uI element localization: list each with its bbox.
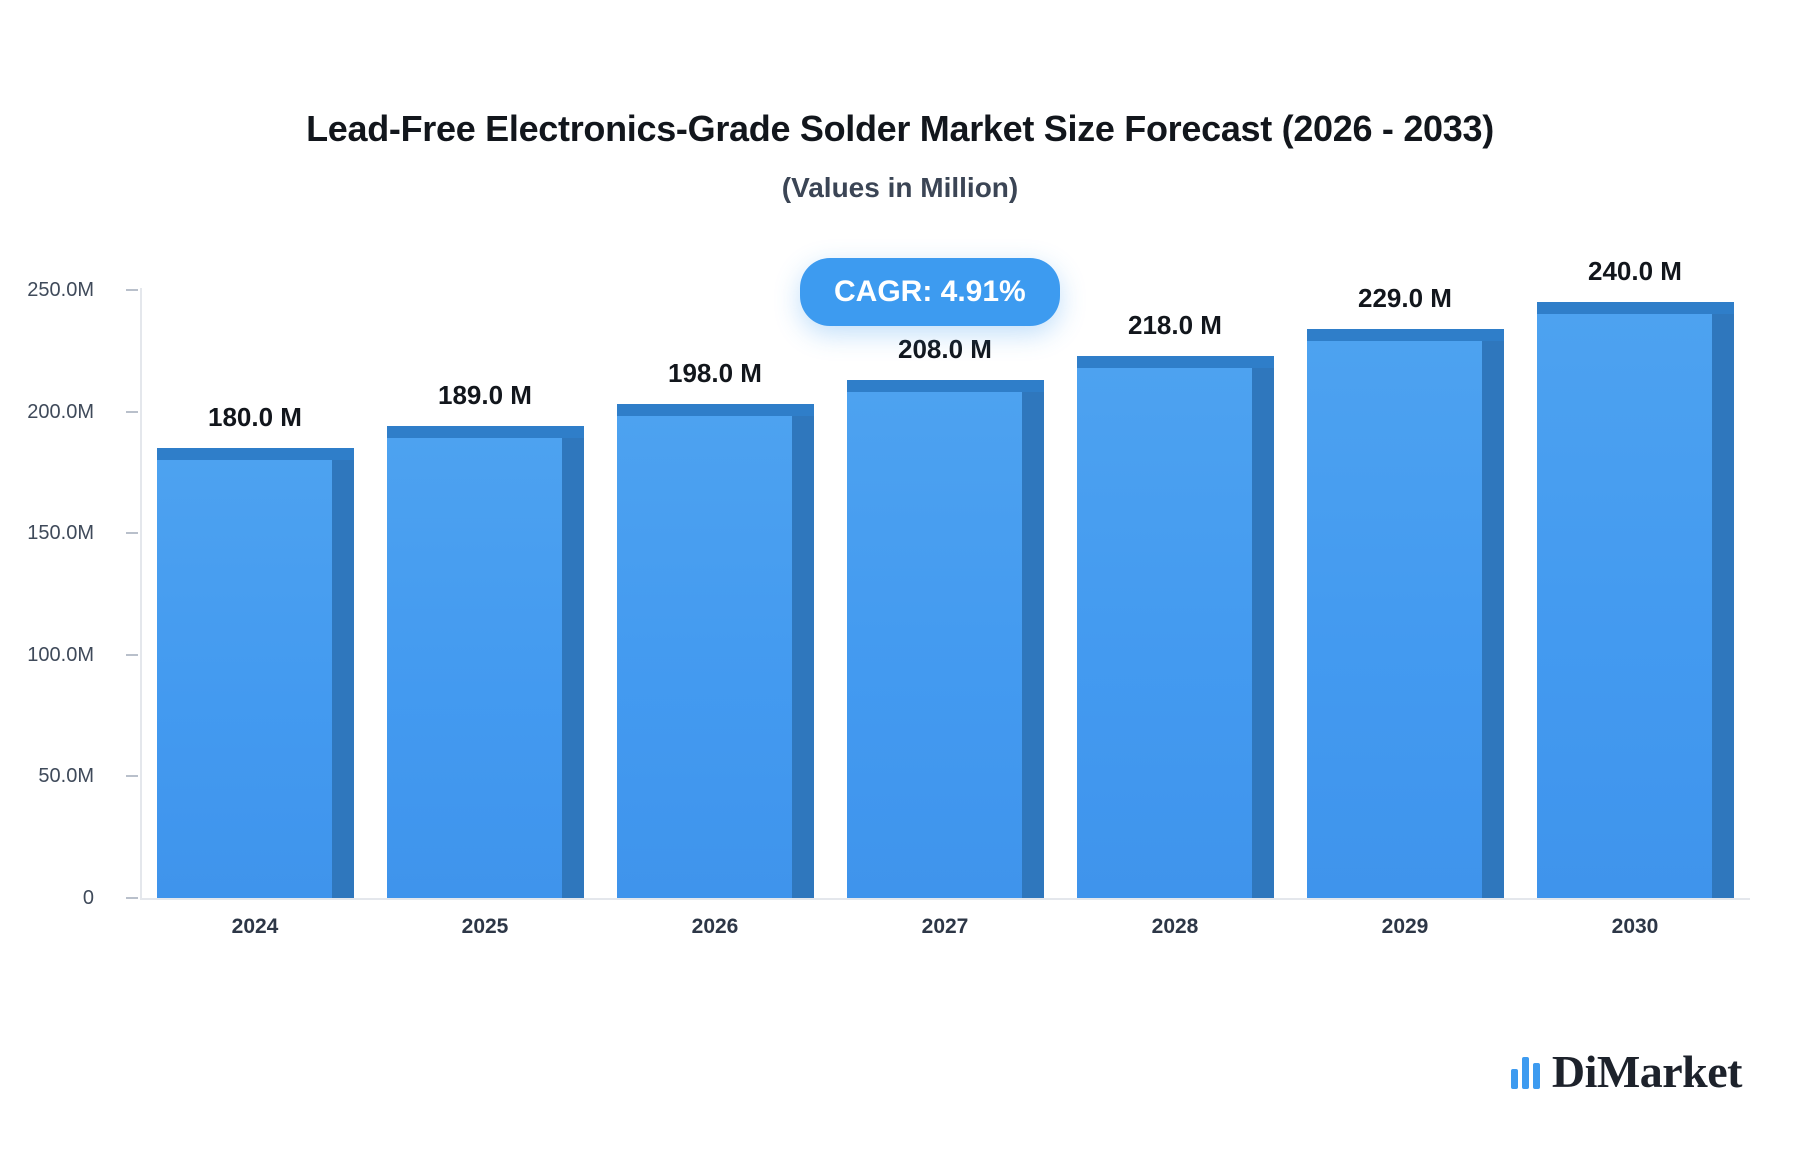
bar-side-face: [791, 416, 814, 898]
y-tick-mark: [126, 532, 138, 535]
bar-value-label: 198.0 M: [668, 358, 762, 389]
x-tick-label: 2024: [231, 915, 279, 938]
bar-top-face: [616, 404, 814, 417]
y-tick-mark: [126, 653, 138, 656]
bar-side-face: [331, 460, 354, 898]
logo-text: DiMarket: [1551, 1046, 1743, 1097]
bar-chart-icon: [1510, 1055, 1540, 1089]
chart-subtitle: (Values in Million): [781, 172, 1019, 203]
y-tick-label: 100.0M: [27, 643, 94, 666]
x-tick-label: 2027: [921, 915, 969, 938]
bar-front-face: [386, 438, 562, 898]
bar[interactable]: [1076, 355, 1274, 898]
bar-front-face: [1306, 341, 1482, 898]
bar-top-face: [846, 380, 1044, 393]
bar-top-face: [386, 426, 584, 439]
bar[interactable]: [616, 404, 814, 898]
bar-value-label: 229.0 M: [1358, 283, 1452, 314]
dimarket-logo: DiMarket: [1510, 1045, 1743, 1098]
chart-title: Lead-Free Electronics-Grade Solder Marke…: [306, 108, 1494, 149]
bar[interactable]: [156, 448, 354, 898]
bar-value-label: 180.0 M: [208, 402, 302, 433]
bar-front-face: [156, 460, 332, 898]
y-tick-mark: [126, 775, 138, 778]
y-tick-label: 200.0M: [27, 400, 94, 423]
bar-side-face: [1251, 367, 1274, 898]
bar[interactable]: [1306, 329, 1504, 898]
y-tick-label: 150.0M: [27, 522, 94, 545]
bar-top-face: [156, 448, 354, 461]
bar-side-face: [1021, 392, 1044, 898]
bar-top-face: [1536, 302, 1734, 315]
bar[interactable]: [386, 426, 584, 898]
x-tick-label: 2030: [1611, 915, 1659, 938]
y-tick-mark: [126, 289, 138, 291]
bar-value-label: 218.0 M: [1128, 309, 1222, 340]
bar-side-face: [561, 438, 584, 898]
bar-front-face: [1076, 367, 1252, 898]
y-tick-label: 50.0M: [38, 765, 94, 788]
bar-side-face: [1481, 341, 1504, 898]
bar-top-face: [1306, 329, 1504, 342]
y-tick-mark: [126, 897, 138, 899]
bar-side-face: [1711, 314, 1734, 898]
cagr-badge: CAGR: 4.91%: [800, 258, 1060, 326]
bar-value-label: 189.0 M: [438, 380, 532, 411]
x-tick-label: 2026: [691, 915, 739, 938]
x-tick-label: 2029: [1381, 915, 1429, 938]
y-tick-label: 250.0M: [27, 279, 94, 301]
y-tick-label: 0: [82, 887, 94, 909]
x-tick-label: 2028: [1151, 915, 1199, 938]
bar-front-face: [846, 392, 1022, 898]
bar[interactable]: [1536, 302, 1734, 898]
bar-top-face: [1076, 355, 1274, 368]
bar[interactable]: [846, 380, 1044, 898]
bar-front-face: [616, 416, 792, 898]
x-tick-label: 2025: [461, 915, 509, 938]
bar-front-face: [1536, 314, 1712, 898]
x-axis-line: [140, 898, 1750, 900]
y-tick-mark: [126, 410, 138, 413]
bar-value-label: 208.0 M: [898, 334, 992, 365]
y-axis-line: [140, 288, 142, 900]
bar-value-label: 240.0 M: [1588, 256, 1682, 287]
